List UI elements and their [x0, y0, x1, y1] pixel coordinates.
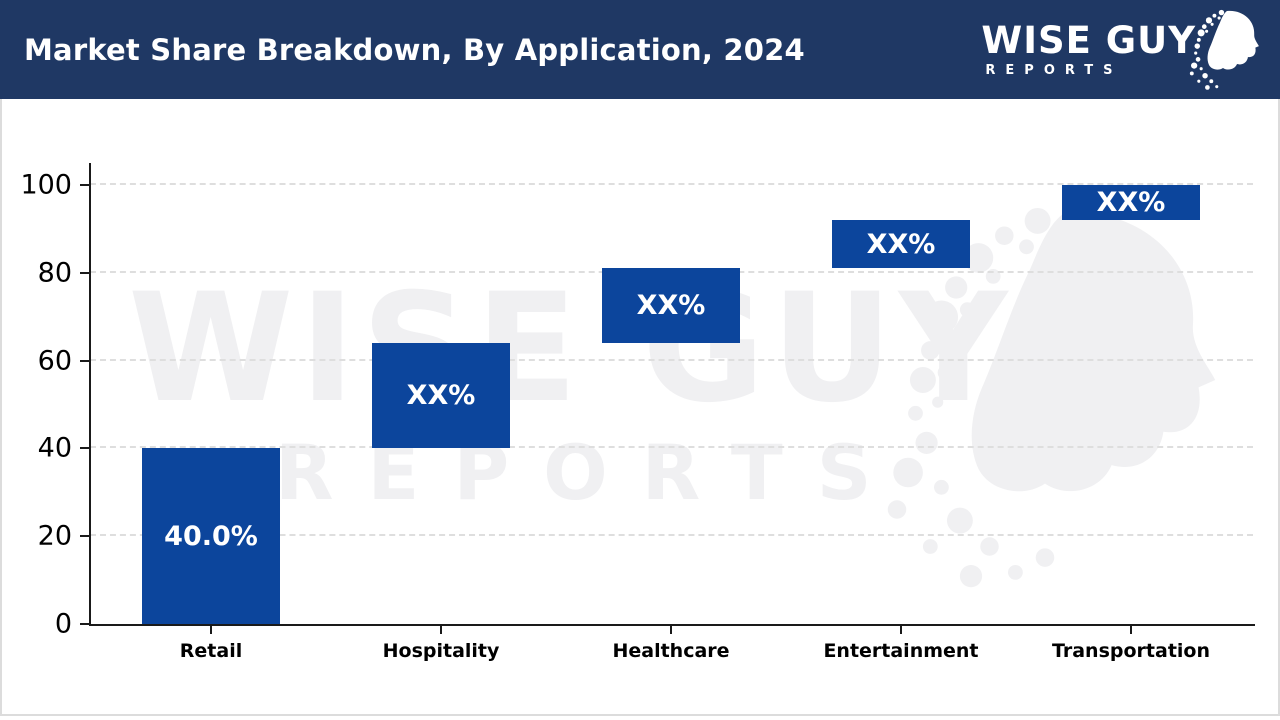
watermark-wordmark: WISE GUY [128, 262, 1014, 436]
x-axis-spine [89, 624, 1255, 626]
y-tick-label: 40 [37, 432, 72, 464]
x-category-label: Healthcare [612, 640, 730, 662]
x-category-label: Transportation [1051, 640, 1211, 662]
x-tick-mark [1130, 626, 1132, 634]
y-tick-mark [80, 271, 89, 274]
y-tick-label: 100 [20, 169, 72, 201]
bar-value-label: 40.0% [164, 520, 258, 552]
x-axis-labels: Retail Hospitality Healthcare Entertainment… [90, 626, 1253, 676]
y-tick-mark [80, 535, 89, 538]
wiseguy-logo: WISE GUY REPORTS [981, 7, 1262, 93]
x-category-label: Hospitality [382, 640, 500, 662]
x-category-label: Entertainment [823, 640, 979, 662]
x-tick-mark [670, 626, 672, 634]
page-title: Market Share Breakdown, By Application, … [24, 32, 805, 67]
x-tick-mark [440, 626, 442, 634]
gridline [90, 446, 1253, 449]
logo-wordmark: WISE GUY [981, 18, 1196, 62]
gridline [90, 534, 1253, 537]
bar: XX% [832, 220, 970, 269]
bar-value-label: XX% [406, 380, 476, 412]
x-category-label: Retail [179, 640, 243, 662]
y-tick-label: 80 [37, 257, 72, 289]
bar-value-label: XX% [866, 228, 936, 260]
y-axis-labels: 0 20 40 60 80 100 [0, 163, 90, 638]
bar-value-label: XX% [636, 290, 706, 322]
y-tick-label: 60 [37, 345, 72, 377]
gridline [90, 182, 1253, 185]
plot-area: 40.0% XX% XX% XX% XX% [90, 163, 1253, 624]
logo-subtitle: REPORTS [985, 62, 1123, 78]
bar: XX% [602, 268, 740, 344]
y-tick-mark [80, 447, 89, 450]
bar: XX% [1062, 184, 1200, 221]
y-axis-spine [89, 163, 91, 626]
x-tick-mark [899, 626, 902, 634]
bar: XX% [372, 343, 510, 449]
bar: 40.0% [142, 448, 280, 624]
x-tick-mark [210, 626, 212, 634]
y-tick-mark [80, 359, 89, 362]
logo-text: WISE GUY REPORTS [981, 22, 1196, 78]
watermark-head-icon [887, 207, 1216, 588]
y-tick-mark [80, 183, 89, 186]
gridline [90, 358, 1253, 361]
wiseguy-head-icon [1189, 9, 1259, 90]
y-tick-mark [80, 623, 89, 625]
y-tick-label: 0 [54, 608, 72, 640]
header: Market Share Breakdown, By Application, … [0, 0, 1280, 99]
bar-value-label: XX% [1096, 187, 1166, 219]
y-tick-label: 20 [37, 520, 72, 552]
